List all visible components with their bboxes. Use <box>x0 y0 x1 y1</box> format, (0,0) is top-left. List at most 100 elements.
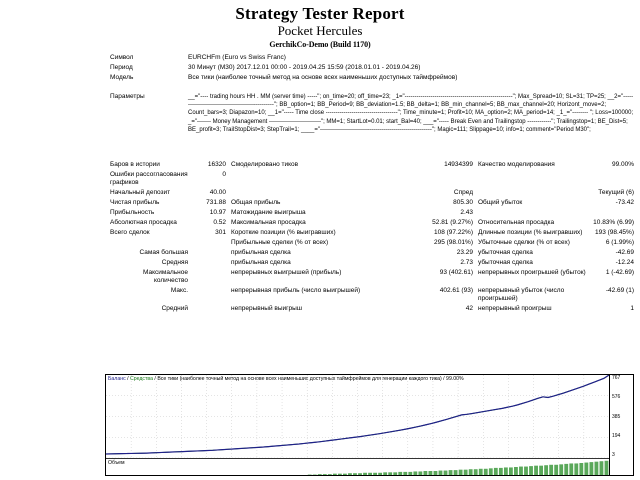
volume-bar <box>363 472 367 475</box>
table-row: Всего сделок 301 Короткие позиции (% выигр… <box>110 228 634 238</box>
volume-bar <box>327 474 332 475</box>
volume-bar <box>443 470 448 475</box>
table-cell: 10.97 <box>209 209 226 216</box>
symbol-label: Символ <box>110 54 134 61</box>
volume-bar <box>534 465 538 475</box>
table-cell: Общий убыток <box>478 199 523 206</box>
volume-plot-area: Объем <box>106 458 609 475</box>
table-cell <box>473 188 588 198</box>
table-cell <box>401 170 473 188</box>
table-cell: 10.83% (6.99) <box>593 219 634 226</box>
table-cell: непрерывная прибыль (число выигрышей) <box>231 287 361 294</box>
table-cell: 108 (97.22%) <box>433 229 473 236</box>
table-cell: 1 <box>630 305 634 312</box>
table-cell: 52.81 (9.27%) <box>432 219 473 226</box>
y-axis-tick-label: 767 <box>612 375 621 381</box>
symbol-value: EURCHFm (Euro vs Swiss Franc) <box>188 54 286 61</box>
volume-bar <box>529 466 533 475</box>
chart-legend: Баланс / Средства / Все тики (наиболее т… <box>108 376 464 383</box>
volume-bar <box>368 472 372 475</box>
volume-bar <box>418 471 423 475</box>
volume-bar <box>378 472 383 475</box>
volume-bar <box>423 471 428 475</box>
table-cell <box>192 268 226 286</box>
table-cell: 2.73 <box>460 259 473 266</box>
model-label: Модель <box>110 74 134 81</box>
volume-bar <box>358 473 362 475</box>
table-cell: Макс. <box>170 287 188 294</box>
table-cell: Убыточные сделки (% от всех) <box>478 239 570 246</box>
table-cell: 295 (98.01%) <box>433 239 473 246</box>
chart-plot-wrapper: 767 576 385 194 3 Объем <box>106 375 633 475</box>
volume-bar <box>428 471 433 475</box>
table-cell: 301 <box>215 229 226 236</box>
table-cell <box>588 208 634 218</box>
table-cell <box>226 188 401 198</box>
table-row: Символ EURCHFm (Euro vs Swiss Franc) <box>110 53 630 63</box>
balance-equity-chart: Баланс / Средства / Все тики (наиболее т… <box>105 374 634 476</box>
table-cell: Баров в истории <box>110 161 160 168</box>
table-cell: 6 (1.99%) <box>605 239 634 246</box>
table-cell: Средний <box>161 305 188 312</box>
volume-bar <box>589 462 594 475</box>
chart-y-axis: 767 576 385 194 3 <box>609 375 633 458</box>
table-row: Макс. непрерывная прибыль (число выигрыше… <box>110 286 634 304</box>
volume-bar <box>448 470 453 475</box>
volume-bar <box>458 469 463 475</box>
table-cell: 402.61 (93) <box>439 287 473 294</box>
volume-bar <box>594 461 599 475</box>
volume-bar <box>398 471 403 475</box>
legend-model: Все тики (наиболее точный метод на основ… <box>157 376 464 382</box>
volume-bar <box>403 471 408 475</box>
table-cell: 1 (-42.69) <box>605 269 634 276</box>
volume-bar <box>332 473 337 475</box>
volume-bar <box>498 467 503 475</box>
table-cell: 99.00% <box>611 161 634 168</box>
volume-bar <box>413 471 418 475</box>
volume-bar <box>493 467 498 475</box>
table-row: Прибыльность 10.97 Матожидание выигрыша 2.4… <box>110 208 634 218</box>
table-cell: Самая большая <box>139 249 188 256</box>
volume-bar <box>373 472 378 475</box>
period-value: 30 Минут (M30) 2017.12.01 00:00 - 2019.0… <box>188 64 421 71</box>
volume-label: Объем <box>108 460 125 466</box>
table-cell: непрерывных проигрышей (убыток) <box>478 269 586 276</box>
table-cell: Смоделировано тиков <box>231 161 299 168</box>
table-cell: 40.00 <box>209 189 226 196</box>
table-cell: Максимальное количество <box>143 269 188 284</box>
volume-y-axis <box>609 458 633 475</box>
table-cell: Начальный депозит <box>110 189 171 196</box>
table-cell: прибыльная сделка <box>231 259 291 266</box>
table-cell: -42.69 <box>615 249 634 256</box>
report-subtitle: Pocket Hercules <box>277 23 363 38</box>
y-axis-tick-label: 385 <box>612 413 621 420</box>
volume-bar <box>353 473 357 475</box>
volume-bar <box>488 468 493 475</box>
table-cell <box>192 304 226 314</box>
table-cell: Общая прибыль <box>231 199 281 206</box>
table-cell: 0.52 <box>213 219 226 226</box>
table-cell: Матожидание выигрыша <box>231 209 306 216</box>
y-axis-tick-label: 3 <box>612 452 615 458</box>
table-cell <box>110 238 192 248</box>
table-cell <box>192 258 226 268</box>
table-cell: непрерывных выигрышей (прибыль) <box>231 269 342 276</box>
table-row: Чистая прибыль 731.88 Общая прибыль 805.30 О… <box>110 198 634 208</box>
table-cell: Качество моделирования <box>478 161 555 168</box>
table-cell: непрерывный убыток (число проигрышей) <box>478 287 565 302</box>
table-cell: 93 (402.61) <box>439 269 473 276</box>
table-cell: -12.24 <box>615 259 634 266</box>
table-cell: -73.42 <box>615 199 634 206</box>
volume-bar <box>579 463 584 475</box>
table-cell: Короткие позиции (% выигравших) <box>231 229 336 236</box>
table-row: Средняя прибыльная сделка 2.73 убыточная сд… <box>110 258 634 268</box>
table-cell: прибыльная сделка <box>231 249 291 256</box>
chart-gridlines <box>106 375 609 459</box>
table-cell: Абсолютная просадка <box>110 219 177 226</box>
volume-bars-svg <box>307 460 609 475</box>
volume-bar <box>544 465 549 475</box>
table-cell: 14934399 <box>444 161 473 168</box>
volume-bar <box>343 473 347 475</box>
volume-bar <box>348 473 352 475</box>
